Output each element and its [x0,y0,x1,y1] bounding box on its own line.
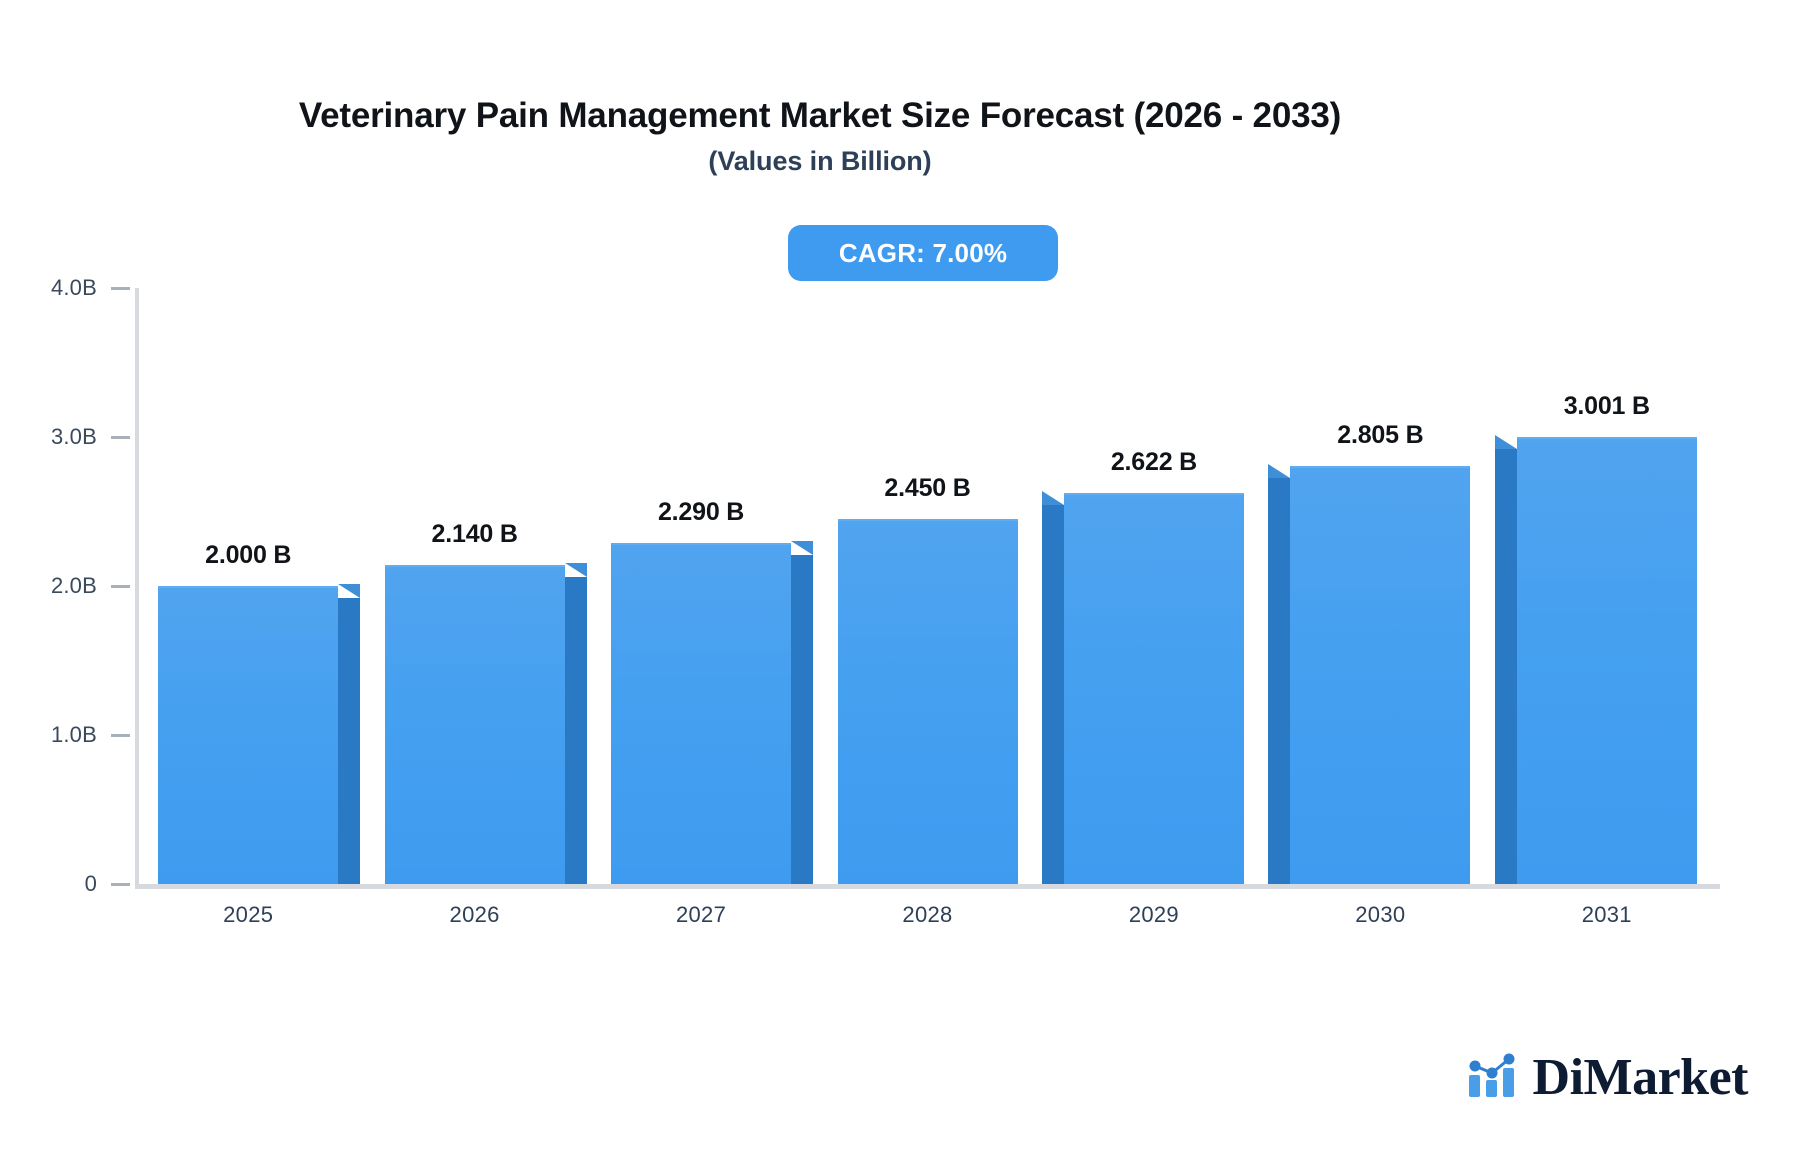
bar-value-label: 2.000 B [205,541,292,569]
x-axis-tick-label: 2028 [902,902,953,927]
bar-top-face [1268,464,1291,479]
chart-subtitle: (Values in Billion) [708,146,932,177]
y-axis-tick-mark [111,733,130,737]
x-axis-tick-label: 2026 [449,902,500,927]
y-axis-tick: 3.0B [0,424,130,449]
x-axis-tick-label: 2030 [1355,902,1406,927]
x-axis-tick-label: 2027 [675,902,727,927]
bar-group: 2.805 B [1268,288,1471,884]
x-axis-tick-label: 2025 [223,902,274,927]
y-axis-tick: 1.0B [0,722,130,747]
bar-top-face [338,584,361,598]
bar [837,518,1018,884]
x-axis-tick-label: 2029 [1128,902,1179,927]
bar-group: 2.000 B [158,288,361,884]
y-axis-tick-label: 0 [84,871,97,896]
bar-group: 3.001 B [1494,288,1697,884]
x-axis-line [135,884,1720,889]
y-axis-tick-mark [111,584,130,588]
page-title: Veterinary Pain Management Market Size F… [298,96,1342,135]
bar-side-face [338,598,361,884]
bar [158,586,339,884]
y-axis-tick-label: 1.0B [50,722,97,747]
title-block: Veterinary Pain Management Market Size F… [0,96,1640,177]
bar-value-label: 2.450 B [884,473,971,502]
bar-side-face [791,554,814,884]
bar-top-face [1494,434,1517,449]
bar-group: 2.450 B [837,288,1018,884]
cagr-badge-label: CAGR: 7.00% [838,237,1008,268]
y-axis-tick: 0 [0,871,130,896]
y-axis-tick-label: 4.0B [50,275,97,300]
y-axis-tick-mark [111,882,130,886]
y-axis-tick-mark [111,286,130,290]
bar-top-face [564,563,587,578]
y-axis-tick-label: 3.0B [50,424,97,449]
y-axis-tick: 4.0B [0,275,130,300]
bar-group: 2.290 B [611,288,814,884]
y-axis-tick: 2.0B [0,573,130,598]
bar [1290,466,1471,884]
bar-value-label: 2.140 B [431,520,518,549]
bar-value-label: 3.001 B [1563,391,1650,420]
bar-side-face [564,577,587,884]
bar-series: 2.000 B 2.140 B 2.290 B 2.450 B 2.622 B 2.805… [135,288,1720,884]
bar [1063,493,1244,884]
bar-top-face [791,540,814,555]
bar-value-label: 2.622 B [1110,448,1198,477]
bar-chart-icon [1467,1053,1519,1104]
bar-side-face [1268,478,1291,884]
bar [611,542,792,884]
bar [384,565,565,884]
bar-side-face [1041,505,1064,884]
bar-top-face [1041,491,1064,506]
bar-value-label: 2.290 B [657,497,745,526]
bar-group: 2.622 B [1041,288,1244,884]
brand-logo: DiMarket [1467,1049,1749,1106]
cagr-badge: CAGR: 7.00% [788,225,1058,281]
x-axis-tick-label: 2031 [1581,902,1632,927]
bar [1516,436,1697,884]
logo-wordmark: DiMarket [1532,1049,1749,1106]
y-axis-line [135,288,139,888]
y-axis-tick-mark [111,435,130,439]
bar-group: 2.140 B [384,288,587,884]
bar-value-label: 2.805 B [1337,421,1424,450]
bar-side-face [1494,448,1517,884]
y-axis-tick-label: 2.0B [50,573,97,598]
